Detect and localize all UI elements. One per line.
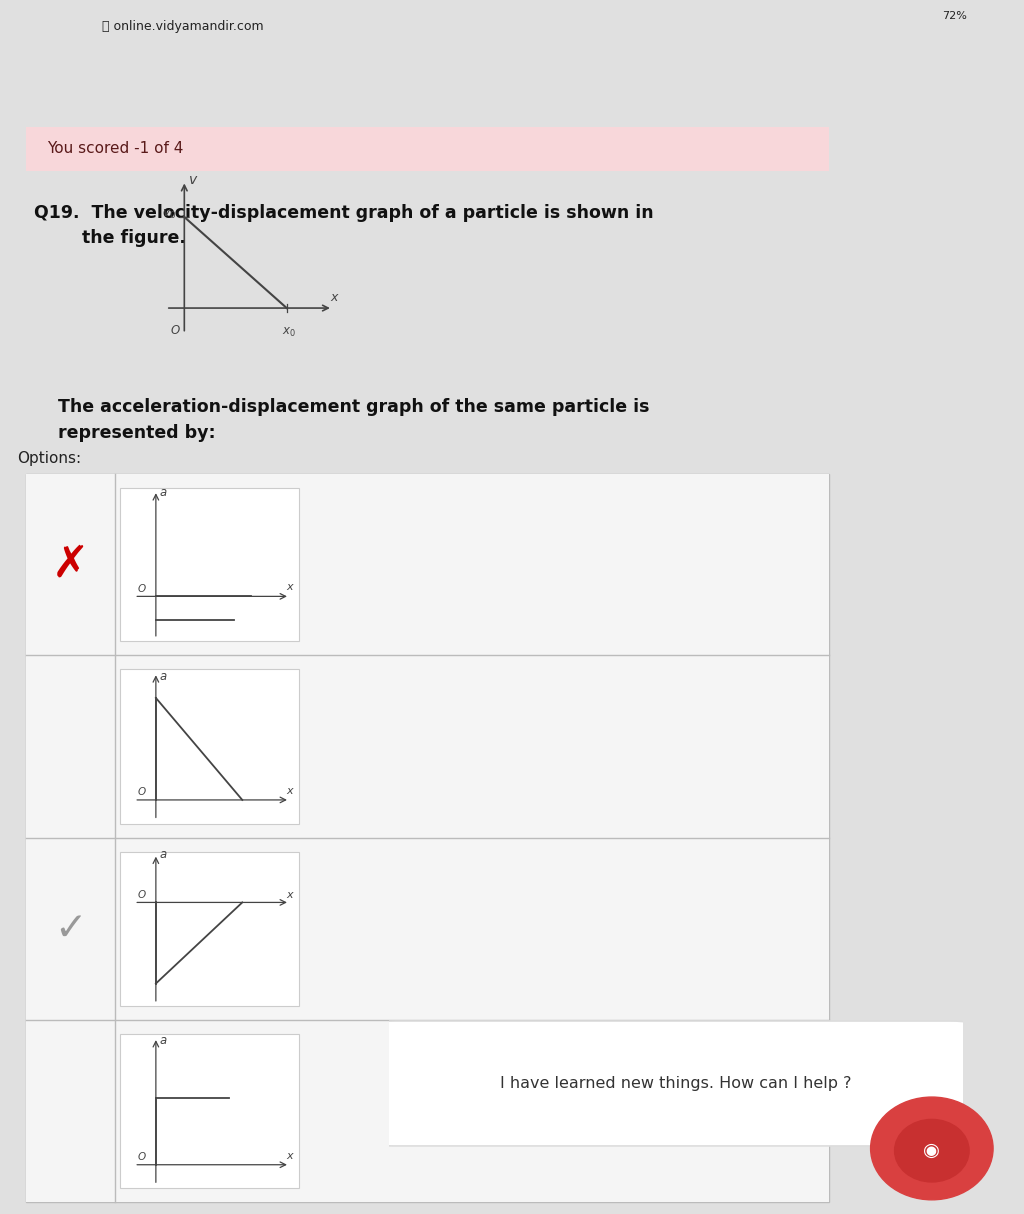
Bar [120,851,299,1006]
Bar [120,488,299,641]
Text: $a$: $a$ [160,847,168,861]
Text: Options:: Options: [17,452,81,466]
Text: $x$: $x$ [286,785,295,796]
Text: $x$: $x$ [286,1151,295,1161]
Text: $O$: $O$ [137,583,146,594]
Text: You scored -1 of 4: You scored -1 of 4 [47,141,183,157]
Text: $x$: $x$ [330,291,340,304]
Text: The acceleration-displacement graph of the same particle is: The acceleration-displacement graph of t… [34,397,649,415]
Bar [26,473,829,1202]
Text: $O$: $O$ [137,1150,146,1162]
Text: I have learned new things. How can I help ?: I have learned new things. How can I hel… [500,1076,852,1091]
Text: $v$: $v$ [188,174,199,187]
Text: ✓: ✓ [54,909,87,948]
Text: 🔒 online.vidyamandir.com: 🔒 online.vidyamandir.com [102,19,264,33]
Bar [120,1034,299,1189]
Text: $a$: $a$ [160,487,168,499]
FancyBboxPatch shape [26,126,829,171]
Text: 72%: 72% [942,11,967,21]
FancyBboxPatch shape [372,1021,974,1146]
Text: $x$: $x$ [286,582,295,591]
Text: ◉: ◉ [924,1141,940,1161]
Bar [26,1020,829,1202]
Text: the figure.: the figure. [34,229,186,248]
Bar [26,838,829,1020]
Circle shape [870,1097,993,1199]
Text: $O$: $O$ [137,784,146,796]
Text: $O$: $O$ [137,889,146,901]
Text: $a$: $a$ [160,1034,168,1048]
Circle shape [895,1119,969,1182]
Text: $x_0$: $x_0$ [282,327,296,340]
Bar [26,473,829,656]
Text: Q19.  The velocity-displacement graph of a particle is shown in: Q19. The velocity-displacement graph of … [34,204,654,221]
Text: $O$: $O$ [170,324,181,336]
Bar [120,669,299,823]
Bar [26,656,829,838]
Text: $a$: $a$ [160,670,168,682]
Text: ✗: ✗ [52,543,89,586]
Text: $v_0$: $v_0$ [162,208,176,221]
Text: $x$: $x$ [286,890,295,901]
Text: represented by:: represented by: [34,424,216,442]
